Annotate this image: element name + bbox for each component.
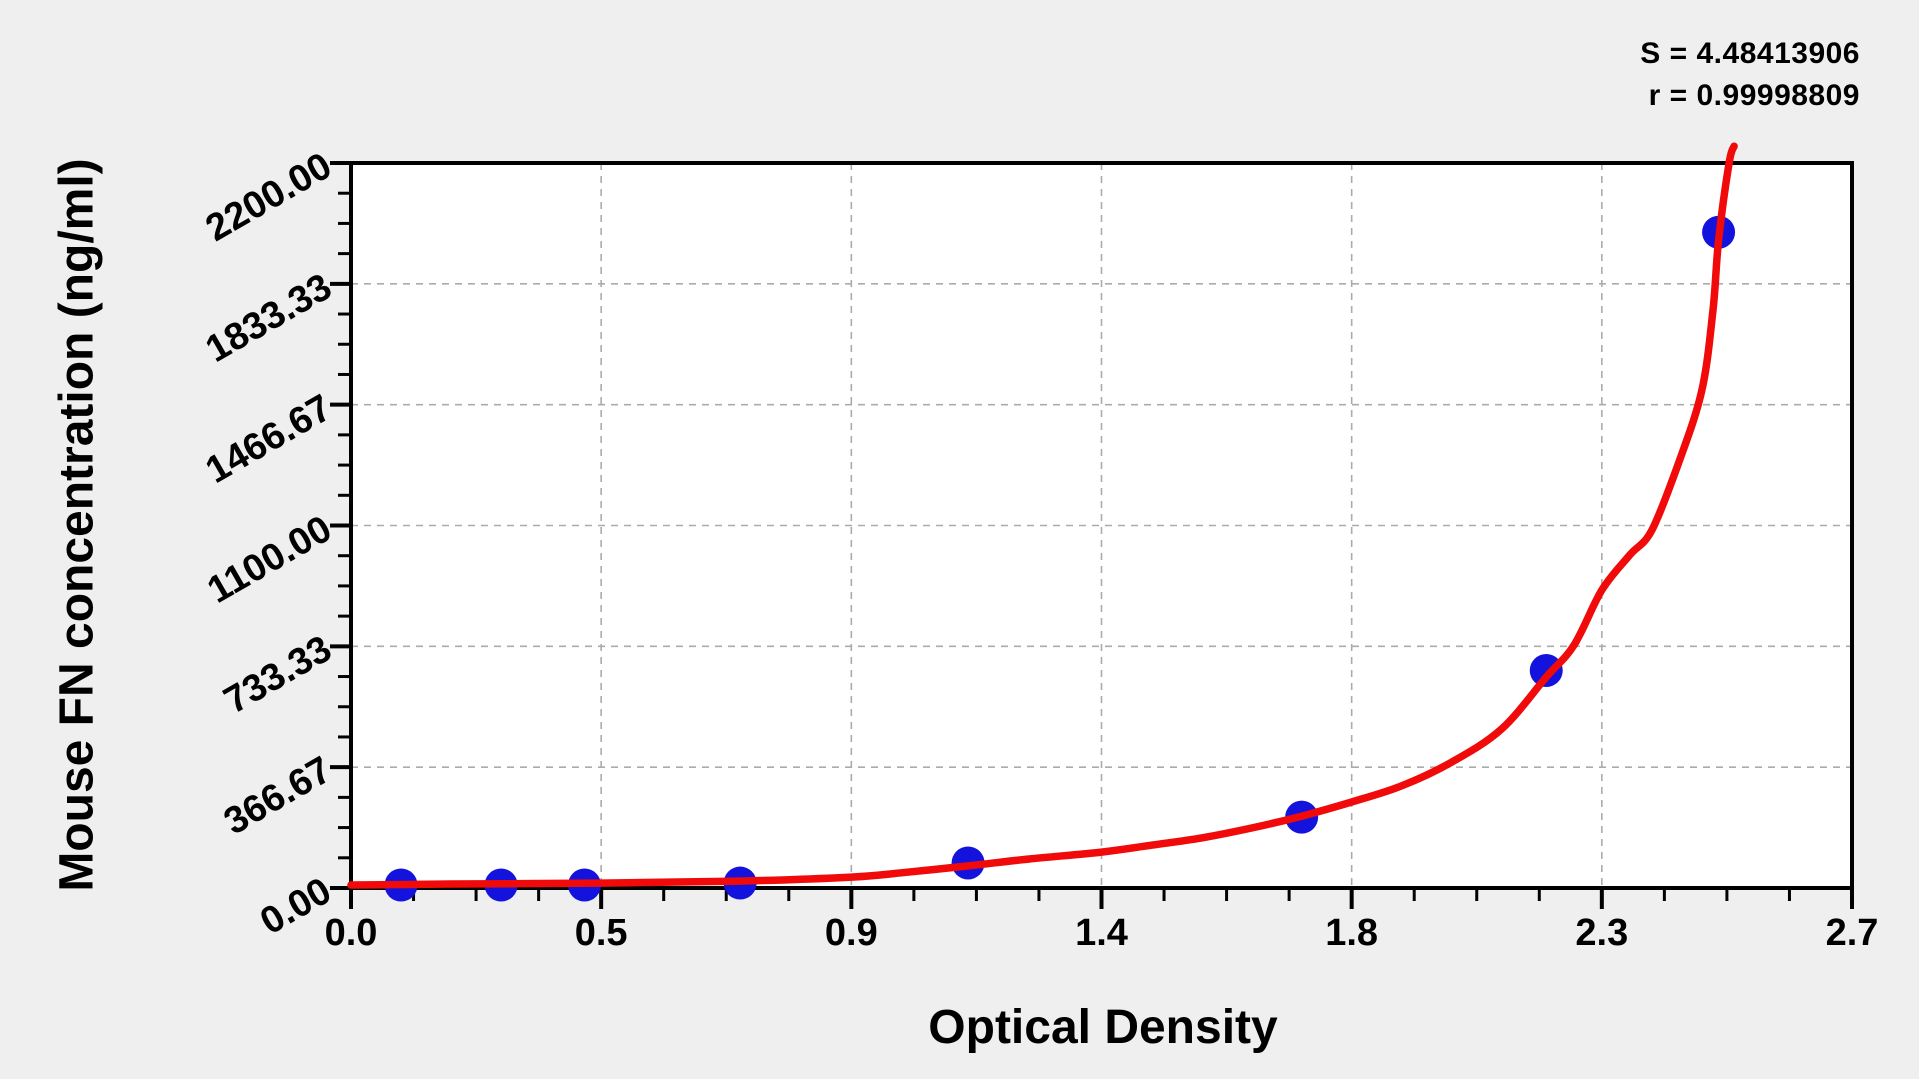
y-axis-title: Mouse FN concentration (ng/ml) [50, 158, 104, 892]
x-tick-label: 0.9 [824, 912, 878, 954]
stats-r-value: r = 0.99998809 [1648, 79, 1860, 112]
x-tick-label: 1.8 [1325, 912, 1379, 954]
stats-s-value: S = 4.48413906 [1640, 37, 1860, 70]
data-point-dot [1529, 654, 1563, 687]
x-tick-label: 0.5 [574, 912, 628, 954]
x-tick-label: 2.3 [1575, 912, 1629, 954]
x-tick-label: 1.4 [1075, 912, 1128, 954]
fit-curve-line [347, 142, 1738, 889]
plot-frame [349, 161, 1854, 890]
x-tick-label: 2.7 [1825, 912, 1879, 954]
fit-statistics: S = 4.48413906 r = 0.99998809 [1640, 33, 1860, 117]
x-axis-title: Optical Density [928, 1001, 1278, 1054]
x-tick-label: 0.0 [324, 912, 378, 954]
